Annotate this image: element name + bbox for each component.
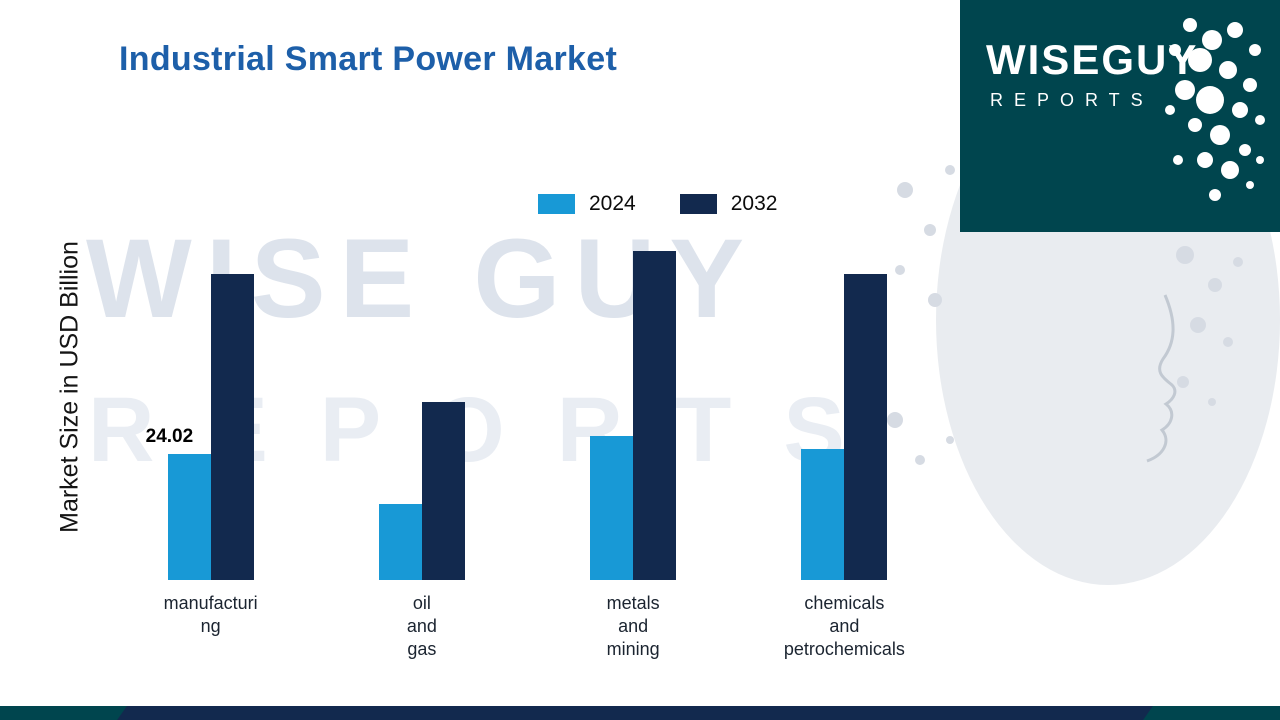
category-label-chemicals-and-petrochemicals: chemicals and petrochemicals (783, 593, 905, 659)
logo-block: WISEGUY REPORTS (960, 0, 1280, 232)
bar-2032-manufacturing (210, 273, 254, 580)
footer-bar (0, 706, 1280, 720)
bar-2032-metals-and-mining (633, 250, 677, 580)
bars-manufacturing: 24.02 (146, 273, 254, 580)
bar-group-oil-and-gas: oil and gas (316, 235, 527, 659)
bars-metals-and-mining (590, 250, 677, 580)
dotted-head-icon (1165, 18, 1265, 201)
logo-wordmark: WISEGUY REPORTS (986, 36, 1198, 111)
category-label-oil-and-gas: oil and gas (406, 593, 437, 659)
category-label-manufacturing: manufacturi ng (163, 593, 258, 636)
legend: 2024 2032 (538, 192, 777, 216)
bars-chemicals-and-petrochemicals (801, 274, 888, 580)
bar-2024-oil-and-gas (378, 504, 422, 580)
bar-2024-metals-and-mining (590, 436, 634, 580)
plot-area: 24.02 manufacturi ng oil and gas metals and mini… (105, 235, 950, 659)
legend-swatch-2032 (679, 194, 717, 214)
bar-group-chemicals-and-petrochemicals: chemicals and petrochemicals (739, 235, 950, 659)
bar-2032-chemicals-and-petrochemicals (844, 274, 888, 580)
logo-subtitle: REPORTS (990, 90, 1154, 110)
legend-label-2032: 2032 (730, 192, 778, 215)
footer-right-accent (1143, 706, 1280, 720)
data-label-manufacturing-2024: 24.02 (145, 426, 194, 448)
legend-swatch-2024 (538, 194, 575, 214)
category-label-metals-and-mining: metals and mining (606, 593, 660, 659)
page-title: Industrial Smart Power Market (119, 40, 618, 78)
legend-item-2024: 2024 (538, 192, 636, 216)
bars-oil-and-gas (378, 402, 465, 580)
y-axis-label: Market Size in USD Billion (55, 241, 84, 533)
bar-group-manufacturing: 24.02 manufacturi ng (105, 235, 316, 636)
logo-name: WISEGUY (986, 36, 1199, 83)
bar-2032-oil-and-gas (421, 402, 465, 580)
bar-2024-manufacturing (167, 454, 211, 580)
legend-label-2024: 2024 (589, 192, 636, 215)
legend-item-2032: 2032 (679, 192, 778, 216)
bar-group-metals-and-mining: metals and mining (528, 235, 739, 659)
bar-2024-chemicals-and-petrochemicals (801, 448, 845, 580)
footer-left-accent (0, 706, 127, 720)
